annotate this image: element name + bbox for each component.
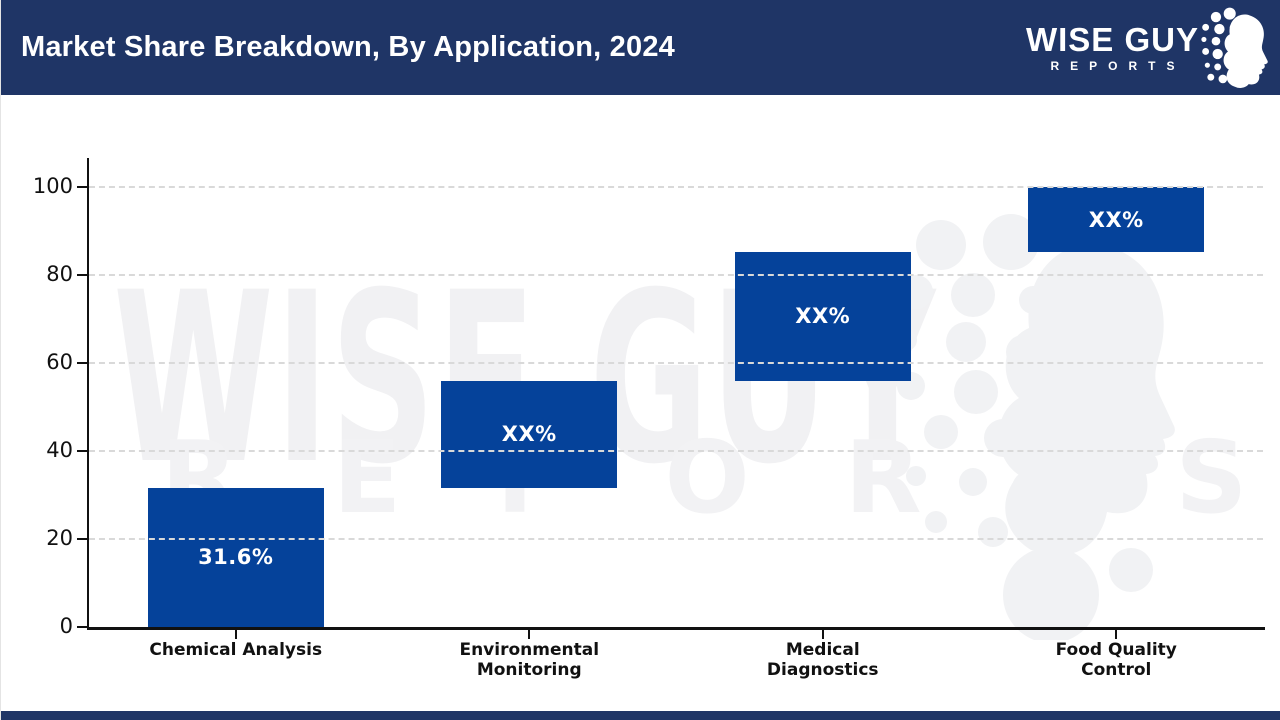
x-category-label-2: Medical Diagnostics (693, 640, 953, 680)
y-tick-label-0: 0 (59, 614, 73, 638)
x-category-line: Control (1081, 660, 1152, 680)
bar-chemical-analysis: 31.6% (147, 487, 324, 627)
y-tick-label-60: 60 (46, 350, 73, 374)
y-tick-80 (77, 274, 87, 276)
gridline-y40 (89, 450, 1263, 452)
y-tick-label-80: 80 (46, 262, 73, 286)
bar-environmental-monitoring: XX% (441, 380, 618, 488)
x-category-line: Medical (785, 640, 860, 660)
y-tick-40 (77, 450, 87, 452)
x-category-label-1: Environmental Monitoring (399, 640, 659, 680)
y-tick-20 (77, 538, 87, 540)
x-tick-1 (528, 630, 531, 639)
y-tick-label-100: 100 (32, 174, 73, 198)
wise-guy-reports-logo: WISE GUY REPORTS (1026, 0, 1271, 95)
bar-value-label: XX% (1088, 207, 1144, 232)
logo-wiseguy-label: WISE GUY (1025, 21, 1199, 58)
bar-value-label: XX% (795, 304, 851, 329)
x-category-line: Diagnostics (766, 660, 879, 680)
x-tick-3 (1115, 630, 1118, 639)
logo-face-icon (1201, 7, 1268, 88)
y-tick-60 (77, 362, 87, 364)
y-tick-0 (77, 626, 87, 628)
bar-food-quality-control: XX% (1028, 187, 1205, 253)
bar-value-label: 31.6% (198, 545, 274, 570)
bar-value-label: XX% (501, 422, 557, 447)
y-tick-label-40: 40 (46, 438, 73, 462)
x-category-line: Environmental (459, 640, 600, 660)
y-tick-100 (77, 186, 87, 188)
gridline-y80 (89, 274, 1263, 276)
footer-bar (1, 711, 1280, 720)
gridline-y60 (89, 362, 1263, 364)
x-category-line: Chemical Analysis (149, 640, 323, 660)
gridline-y100 (89, 186, 1263, 188)
x-axis-line (87, 627, 1265, 630)
gridline-y20 (89, 538, 1263, 540)
logo-reports-label: REPORTS (1050, 59, 1186, 73)
page-title: Market Share Breakdown, By Application, … (21, 31, 675, 63)
header-bar: Market Share Breakdown, By Application, … (1, 0, 1280, 95)
x-category-line: Food Quality (1055, 640, 1177, 660)
x-tick-2 (821, 630, 824, 639)
watermark-head-icon (895, 214, 1175, 640)
logo-text: WISE GUY REPORTS (1026, 23, 1199, 72)
y-tick-label-20: 20 (46, 526, 73, 550)
x-tick-0 (234, 630, 237, 639)
y-axis-line (87, 158, 89, 628)
x-category-label-3: Food Quality Control (986, 640, 1246, 680)
x-category-line: Monitoring (476, 660, 582, 680)
bar-medical-diagnostics: XX% (734, 252, 911, 381)
x-category-label-0: Chemical Analysis (106, 640, 366, 660)
